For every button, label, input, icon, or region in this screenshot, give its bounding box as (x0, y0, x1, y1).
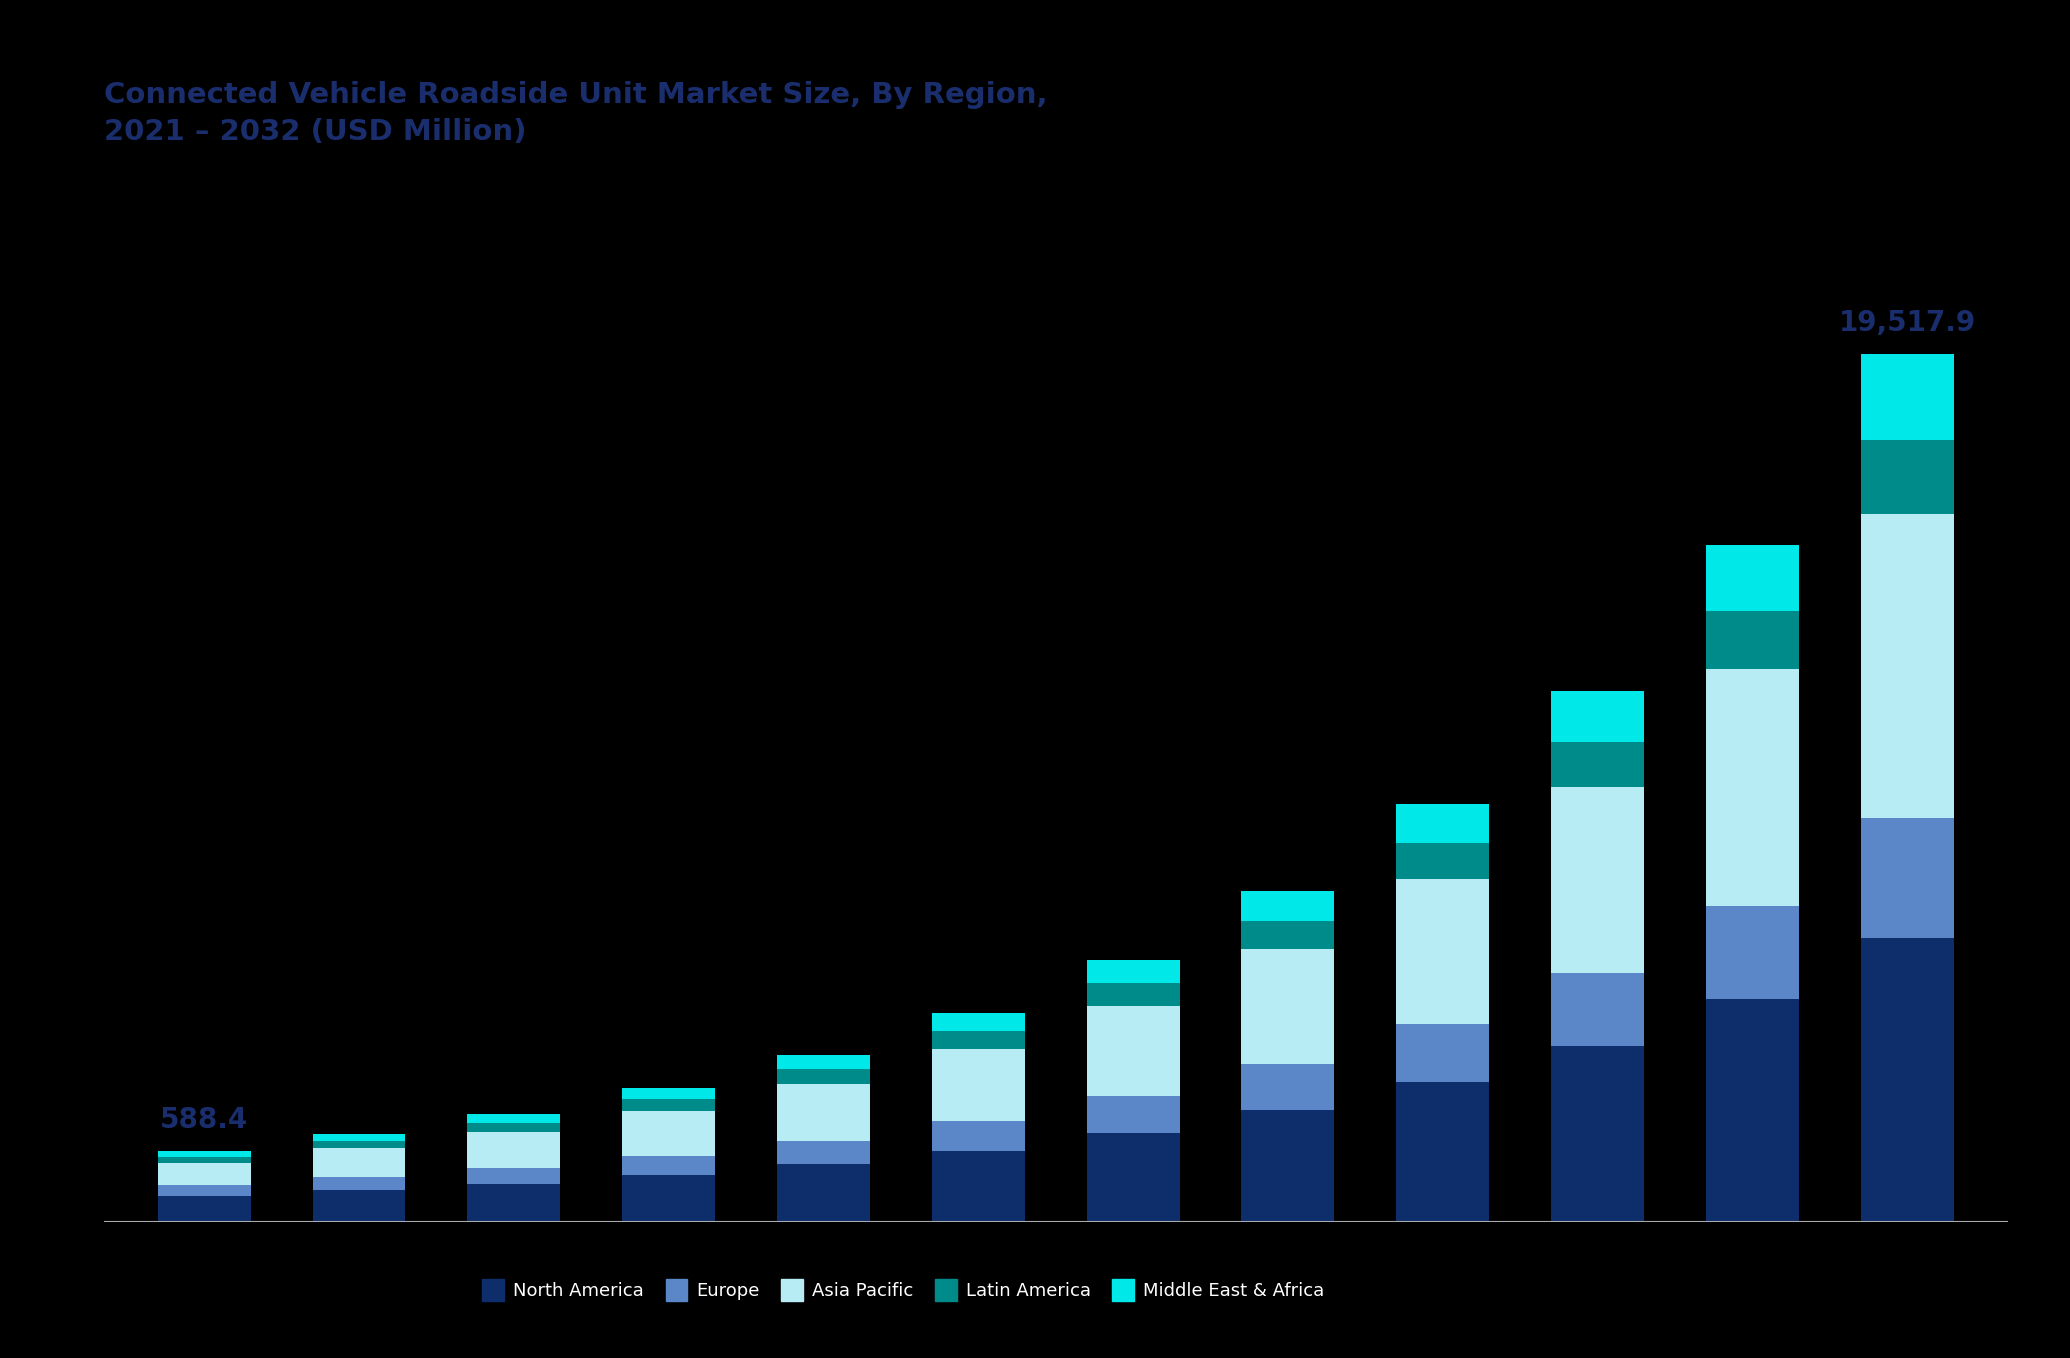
Bar (1087, 1133, 1180, 1222)
Bar (776, 1164, 869, 1222)
Bar (1242, 1109, 1335, 1222)
Bar (1706, 906, 1799, 999)
Bar (1242, 949, 1335, 1063)
Text: 19,517.9: 19,517.9 (1838, 308, 1977, 337)
Bar (468, 1133, 561, 1168)
Bar (776, 1141, 869, 1164)
Bar (623, 1156, 714, 1175)
Bar (1706, 545, 1799, 611)
Bar (623, 1111, 714, 1156)
Bar (313, 1149, 406, 1177)
Bar (776, 1069, 869, 1084)
Bar (1550, 1046, 1644, 1222)
Bar (1861, 818, 1954, 938)
Bar (1397, 842, 1488, 879)
Bar (1087, 960, 1180, 983)
Bar (623, 1175, 714, 1222)
Bar (776, 1055, 869, 1069)
Bar (1087, 1006, 1180, 1096)
Bar (157, 1195, 250, 1222)
Bar (468, 1115, 561, 1123)
Bar (157, 1157, 250, 1162)
Bar (1397, 1082, 1488, 1222)
Bar (157, 1152, 250, 1157)
Bar (1706, 611, 1799, 668)
Bar (157, 1186, 250, 1195)
Bar (313, 1134, 406, 1141)
Bar (1861, 354, 1954, 440)
Bar (313, 1190, 406, 1222)
Bar (157, 1162, 250, 1186)
Bar (1861, 515, 1954, 818)
Bar (313, 1141, 406, 1149)
Bar (468, 1184, 561, 1222)
Bar (1397, 1024, 1488, 1082)
Bar (468, 1168, 561, 1184)
Bar (932, 1050, 1025, 1122)
Bar (623, 1099, 714, 1111)
Bar (1706, 999, 1799, 1222)
Bar (932, 1122, 1025, 1150)
Text: Connected Vehicle Roadside Unit Market Size, By Region,
2021 – 2032 (USD Million: Connected Vehicle Roadside Unit Market S… (104, 81, 1047, 147)
Bar (932, 1013, 1025, 1031)
Bar (1397, 804, 1488, 842)
Bar (776, 1084, 869, 1141)
Bar (1242, 891, 1335, 921)
Bar (1550, 972, 1644, 1046)
Bar (932, 1150, 1025, 1222)
Bar (468, 1123, 561, 1133)
Bar (1397, 879, 1488, 1024)
Bar (1087, 1096, 1180, 1133)
Bar (1550, 741, 1644, 788)
Bar (623, 1089, 714, 1099)
Bar (1242, 921, 1335, 949)
Bar (1550, 691, 1644, 741)
Text: 588.4: 588.4 (159, 1105, 248, 1134)
Legend: North America, Europe, Asia Pacific, Latin America, Middle East & Africa: North America, Europe, Asia Pacific, Lat… (476, 1272, 1331, 1309)
Bar (1242, 1063, 1335, 1109)
Bar (313, 1177, 406, 1190)
Bar (1706, 668, 1799, 906)
Bar (1861, 440, 1954, 515)
Bar (1550, 788, 1644, 972)
Bar (1087, 983, 1180, 1006)
Bar (1861, 938, 1954, 1222)
Bar (932, 1031, 1025, 1050)
